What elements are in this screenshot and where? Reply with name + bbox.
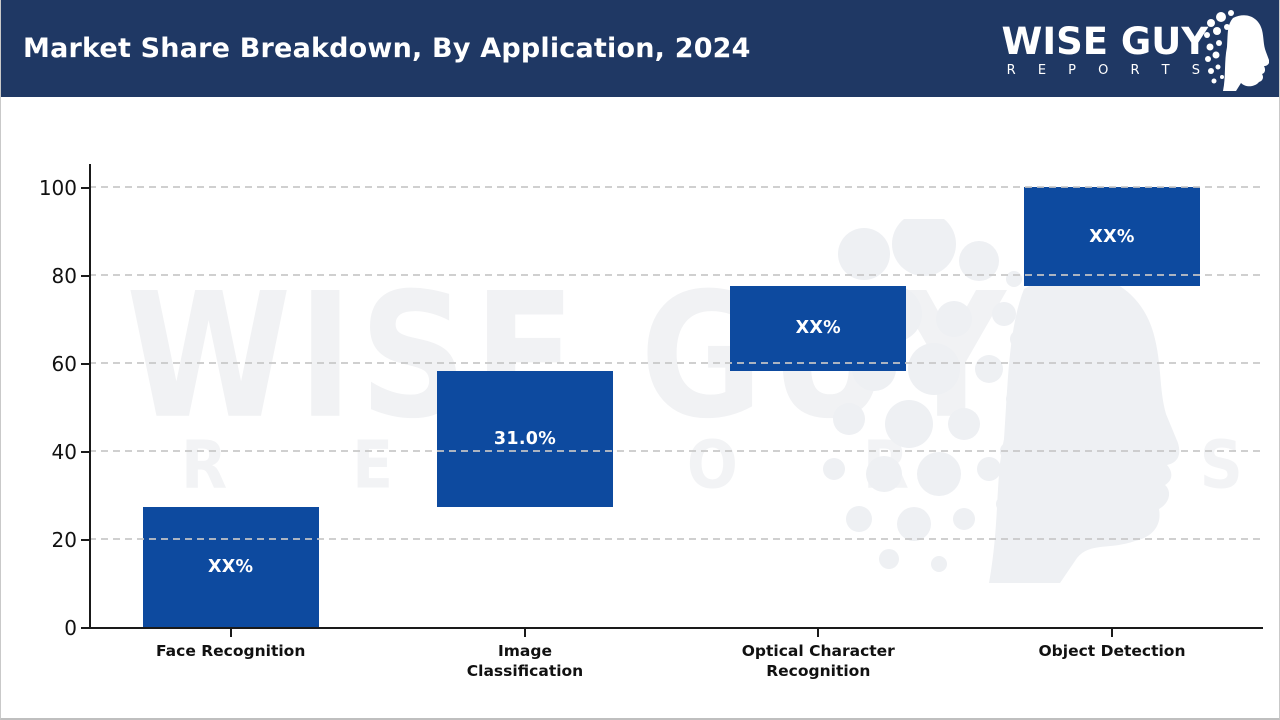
x-tick-mark-3 [817, 629, 820, 637]
y-tick-label-40: 40 [51, 440, 77, 464]
y-axis-line [89, 164, 91, 629]
gridline-60 [89, 362, 1263, 364]
y-tick-mark-80 [81, 275, 89, 277]
x-tick-mark-4 [1111, 629, 1113, 637]
gridline-100 [89, 186, 1263, 188]
bar-value-label: XX% [795, 318, 841, 339]
x-tick-label-4: Object Detection [1038, 642, 1186, 660]
x-tick-label-1: Face Recognition [156, 642, 306, 660]
bar-4: XX% [1024, 187, 1200, 286]
bar-2: 31.0% [437, 370, 613, 508]
watermark-head-icon [819, 219, 1180, 583]
y-tick-mark-100 [81, 187, 89, 189]
title-bar: Market Share Breakdown, By Application, … [1, 0, 1279, 97]
bar-value-label: 31.0% [493, 429, 557, 450]
y-tick-mark-40 [81, 451, 89, 453]
page-title: Market Share Breakdown, By Application, … [23, 33, 751, 64]
y-tick-mark-60 [81, 363, 89, 365]
y-tick-label-20: 20 [51, 528, 77, 552]
gridline-80 [89, 274, 1263, 276]
y-tick-mark-0 [81, 627, 89, 629]
x-axis-line [89, 627, 1263, 629]
bar-value-label: XX% [207, 557, 254, 578]
head-dots-icon [1204, 10, 1269, 91]
bar-value-label: XX% [1089, 226, 1135, 247]
brand-logo: WISE GUY R E P O R T S [1001, 8, 1269, 92]
chart-area: WISE GUY R E P O R T S XX% 31.0% XX% XX% 0 20… [1, 97, 1279, 718]
x-tick-mark-1 [229, 629, 232, 637]
logo-wordmark: WISE GUY [1001, 20, 1209, 63]
bar-1: XX% [142, 507, 319, 627]
gridline-40 [89, 450, 1263, 452]
x-tick-label-2: Image Classification [466, 642, 584, 680]
x-tick-mark-2 [524, 629, 526, 637]
y-tick-label-0: 0 [64, 616, 77, 640]
y-tick-label-100: 100 [38, 176, 77, 200]
logo-sub: R E P O R T S [1006, 63, 1209, 78]
logo-text: WISE GUY R E P O R T S [1001, 20, 1209, 79]
x-tick-label-3: Optical Character Recognition [741, 642, 895, 680]
gridline-20 [89, 538, 1263, 540]
y-tick-mark-20 [81, 539, 89, 541]
bar-3: XX% [730, 286, 907, 371]
y-tick-label-60: 60 [51, 352, 77, 376]
y-tick-label-80: 80 [51, 264, 77, 288]
